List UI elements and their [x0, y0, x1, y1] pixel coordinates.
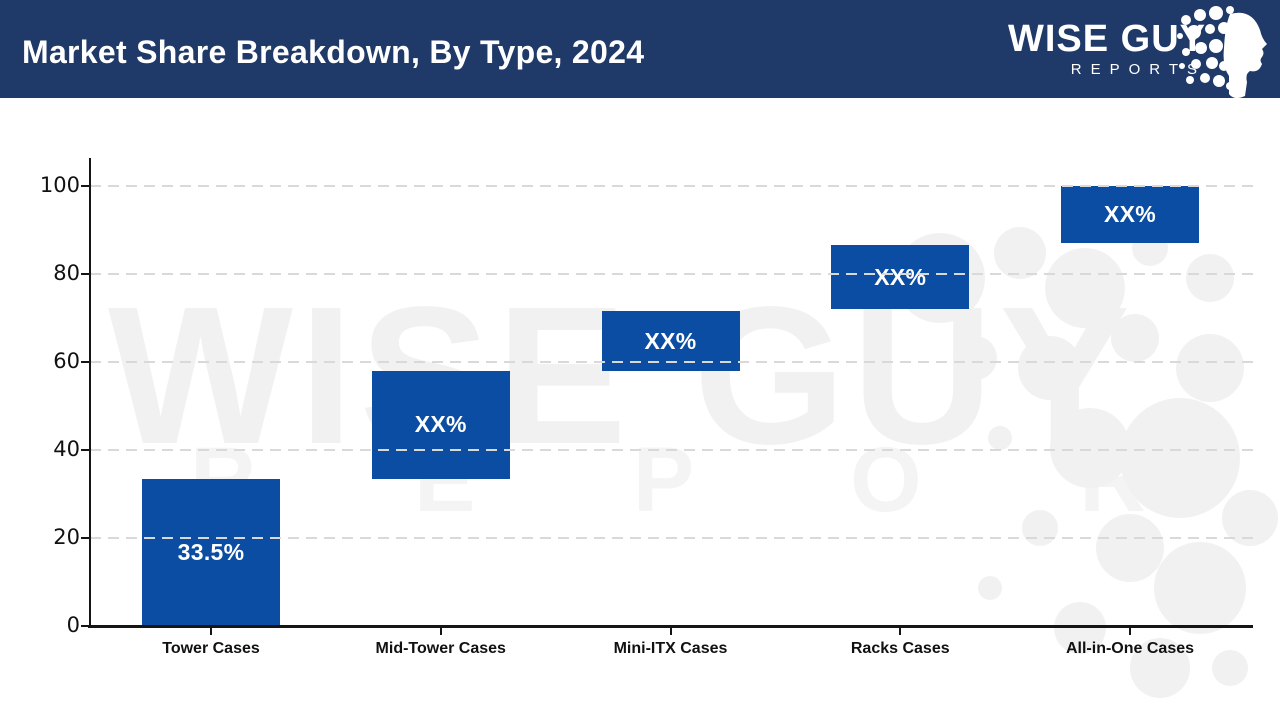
- wiseguy-logo: WISE GUY REPORTS: [1008, 4, 1268, 98]
- logo-reports-text: REPORTS: [1070, 61, 1206, 78]
- bar-value-label: XX%: [414, 411, 467, 438]
- y-tick-label: 60: [53, 349, 80, 373]
- y-tick-mark: [81, 361, 90, 363]
- y-tick-mark: [81, 625, 90, 627]
- bar-all-in-one-cases: XX%: [1061, 186, 1199, 244]
- bar-value-label: 33.5%: [177, 538, 245, 565]
- bar-mini-itx-cases: XX%: [601, 311, 740, 371]
- x-category-label-mini-itx-cases: Mini-ITX Cases: [613, 640, 728, 657]
- page-title: Market Share Breakdown, By Type, 2024: [22, 34, 645, 70]
- bar-value-label: XX%: [644, 327, 697, 354]
- bar-mid-tower-cases: XX%: [371, 370, 510, 479]
- gridline-20: [90, 537, 1253, 539]
- y-tick-mark: [81, 273, 90, 275]
- y-tick-mark: [81, 537, 90, 539]
- y-axis-spine: [89, 158, 91, 628]
- gridline-40: [90, 449, 1253, 451]
- x-tick-mark: [1129, 627, 1131, 635]
- y-tick-label: 100: [39, 173, 80, 197]
- bar-tower-cases: 33.5%: [142, 478, 280, 626]
- x-category-label-tower-cases: Tower Cases: [162, 640, 260, 657]
- x-axis-line: [88, 625, 1253, 628]
- y-tick-label: 80: [53, 261, 80, 285]
- y-tick-label: 0: [66, 613, 80, 637]
- bar-value-label: XX%: [874, 263, 927, 290]
- y-tick-mark: [81, 185, 90, 187]
- logo-head-icon: [1177, 6, 1267, 98]
- y-tick-label: 20: [53, 525, 80, 549]
- gridline-60: [90, 361, 1253, 363]
- y-tick-mark: [81, 449, 90, 451]
- x-category-label-racks-cases: Racks Cases: [850, 640, 950, 657]
- header-bar: Market Share Breakdown, By Type, 2024 WI…: [0, 0, 1280, 98]
- x-tick-mark: [669, 627, 672, 635]
- bar-racks-cases: XX%: [831, 245, 970, 310]
- gridline-80: [90, 273, 1253, 275]
- x-tick-mark: [439, 627, 442, 635]
- logo-wise-guy-text: WISE GUY: [1007, 18, 1206, 60]
- logo-text: WISE GUY REPORTS: [1008, 20, 1206, 80]
- x-category-label-all-in-one-cases: All-in-One Cases: [1065, 640, 1195, 657]
- gridline-100: [90, 185, 1253, 187]
- x-tick-mark: [899, 627, 902, 635]
- chart-canvas: WISE GUY R E P O R T S 02040608010033.5%…: [0, 98, 1280, 720]
- x-category-label-mid-tower-cases: Mid-Tower Cases: [375, 640, 506, 657]
- x-tick-mark: [210, 627, 212, 635]
- y-tick-label: 40: [53, 437, 80, 461]
- bar-value-label: XX%: [1103, 201, 1157, 228]
